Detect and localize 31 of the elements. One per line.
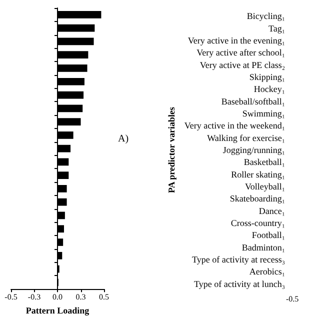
category-label: Very active in the weekend₁ — [184, 120, 285, 131]
x-tick-label: -0.3 — [28, 292, 41, 302]
category-label: Football₁ — [252, 230, 285, 240]
category-label: Very active in the evening₁ — [188, 35, 285, 46]
category-label: Type of activity at lunch₃ — [194, 278, 285, 289]
category-label: Tag₁ — [268, 23, 285, 34]
category-label: Cross-country₁ — [230, 218, 285, 228]
x-axis-title: Pattern Loading — [26, 306, 90, 316]
x-tick-label: 0.5 — [99, 292, 109, 302]
x-tick-label: 0.3 — [76, 292, 86, 302]
category-label: Roller skating₁ — [231, 169, 285, 180]
x-tick-label: -0.5 — [4, 292, 18, 302]
category-label: Aerobics₁ — [249, 266, 285, 277]
category-label: Walking for exercise₁ — [207, 132, 285, 143]
category-label: Badminton₁ — [242, 242, 285, 252]
category-label: Basketball₁ — [244, 157, 285, 168]
category-label: Dance₁ — [258, 206, 285, 216]
category-label: Very active at PE class₂ — [200, 60, 285, 70]
category-label: Hockey₁ — [254, 84, 285, 94]
text: A) — [118, 134, 129, 144]
text: PA predictor variables — [166, 106, 176, 193]
category-label: Swimming₁ — [242, 108, 285, 118]
category-label: Very active after school₁ — [196, 48, 285, 58]
category-label: Bicycling₁ — [246, 11, 285, 22]
x-tick-label: 0.0 — [52, 292, 62, 302]
category-label: Skipping₁ — [249, 72, 285, 82]
category-label: Baseball/softball₁ — [221, 96, 285, 106]
category-label: Type of activity at recess₃ — [192, 254, 285, 265]
category-label: Jogging/running₁ — [222, 145, 285, 155]
category-label: Volleyball₁ — [245, 182, 285, 192]
category-label: Skateboarding₁ — [230, 194, 285, 204]
